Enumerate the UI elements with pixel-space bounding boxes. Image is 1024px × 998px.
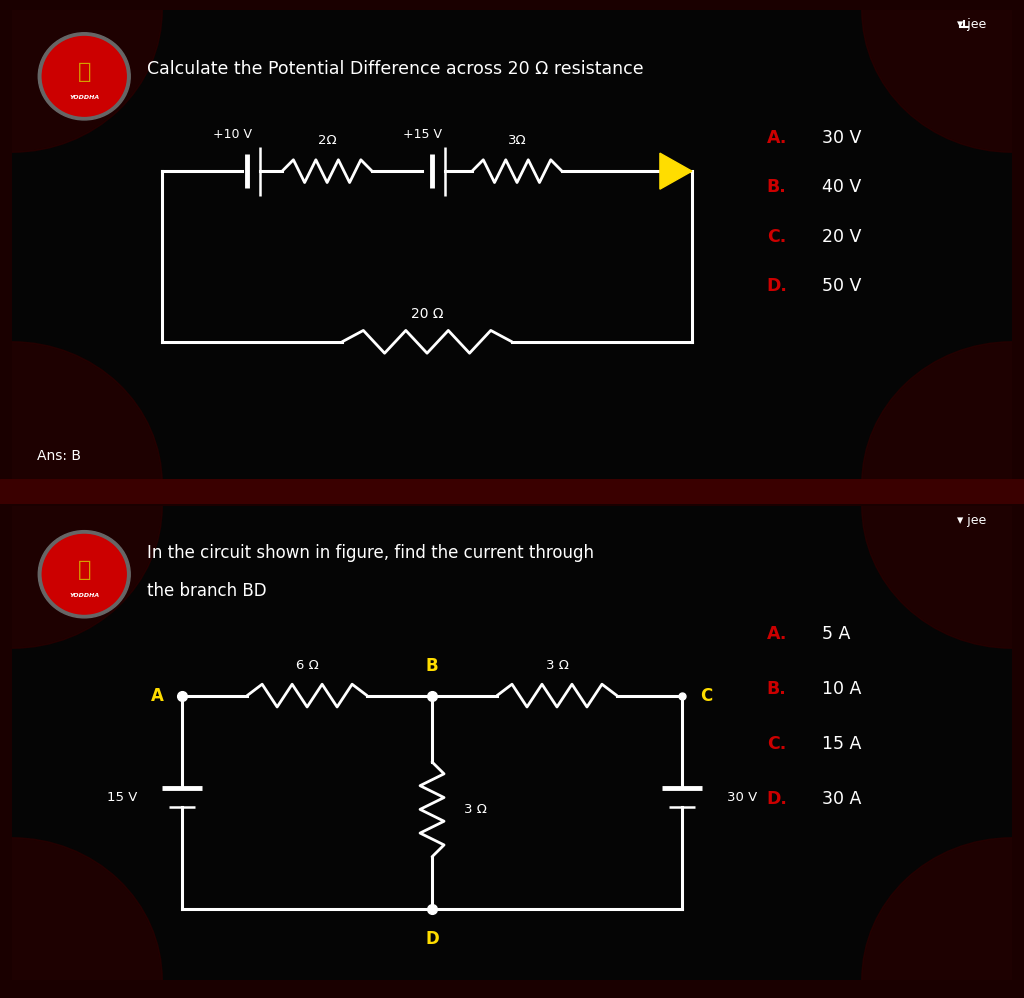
Circle shape [0, 838, 162, 998]
Text: 3 Ω: 3 Ω [546, 659, 568, 672]
Text: C: C [699, 687, 712, 705]
Text: 20 V: 20 V [822, 228, 861, 246]
Circle shape [862, 341, 1024, 627]
Text: ⛉: ⛉ [78, 62, 91, 82]
Text: 30 V: 30 V [727, 790, 757, 803]
Text: 15 A: 15 A [822, 735, 861, 752]
Text: YODDHA: YODDHA [70, 593, 99, 598]
FancyBboxPatch shape [7, 5, 1017, 489]
Text: In the circuit shown in figure, find the current through: In the circuit shown in figure, find the… [147, 544, 594, 563]
Text: YODDHA: YODDHA [70, 95, 99, 100]
Text: A.: A. [767, 129, 787, 147]
Circle shape [0, 341, 162, 627]
Text: the branch BD: the branch BD [147, 582, 267, 601]
Text: A.: A. [767, 625, 787, 643]
Circle shape [42, 37, 126, 116]
Circle shape [38, 33, 130, 120]
Text: ▾ jee: ▾ jee [957, 514, 987, 527]
Circle shape [862, 838, 1024, 998]
Text: 20 Ω: 20 Ω [411, 307, 443, 321]
Text: D: D [425, 930, 439, 948]
Text: B: B [426, 657, 438, 675]
Text: 30 A: 30 A [822, 790, 861, 808]
Circle shape [862, 364, 1024, 649]
Circle shape [42, 535, 126, 614]
Text: 40 V: 40 V [822, 179, 861, 197]
Text: A: A [152, 687, 164, 705]
Text: 3Ω: 3Ω [508, 135, 526, 148]
Text: 50 V: 50 V [822, 276, 861, 294]
Text: 5 A: 5 A [822, 625, 850, 643]
Circle shape [38, 531, 130, 618]
Text: B.: B. [767, 179, 786, 197]
Text: 6 Ω: 6 Ω [296, 659, 318, 672]
Text: 15 V: 15 V [106, 790, 137, 803]
Text: 3 Ω: 3 Ω [464, 802, 486, 816]
Text: +15 V: +15 V [402, 128, 441, 141]
FancyBboxPatch shape [7, 501, 1017, 985]
Text: +10 V: +10 V [213, 128, 252, 141]
Text: 30 V: 30 V [822, 129, 861, 147]
Text: ▾ jee: ▾ jee [957, 18, 987, 31]
Circle shape [862, 0, 1024, 153]
Text: 10 A: 10 A [822, 680, 861, 698]
Text: Ans: B: Ans: B [37, 449, 81, 463]
Text: Calculate the Potential Difference across 20 Ω resistance: Calculate the Potential Difference acros… [147, 60, 644, 78]
Text: D.: D. [767, 790, 787, 808]
Text: 2Ω: 2Ω [317, 135, 337, 148]
Text: C.: C. [767, 735, 786, 752]
Text: D.: D. [767, 276, 787, 294]
Circle shape [0, 364, 162, 649]
Circle shape [0, 0, 162, 153]
Text: C.: C. [767, 228, 786, 246]
Text: B.: B. [767, 680, 786, 698]
Polygon shape [659, 153, 692, 190]
Text: ⛉: ⛉ [78, 560, 91, 580]
